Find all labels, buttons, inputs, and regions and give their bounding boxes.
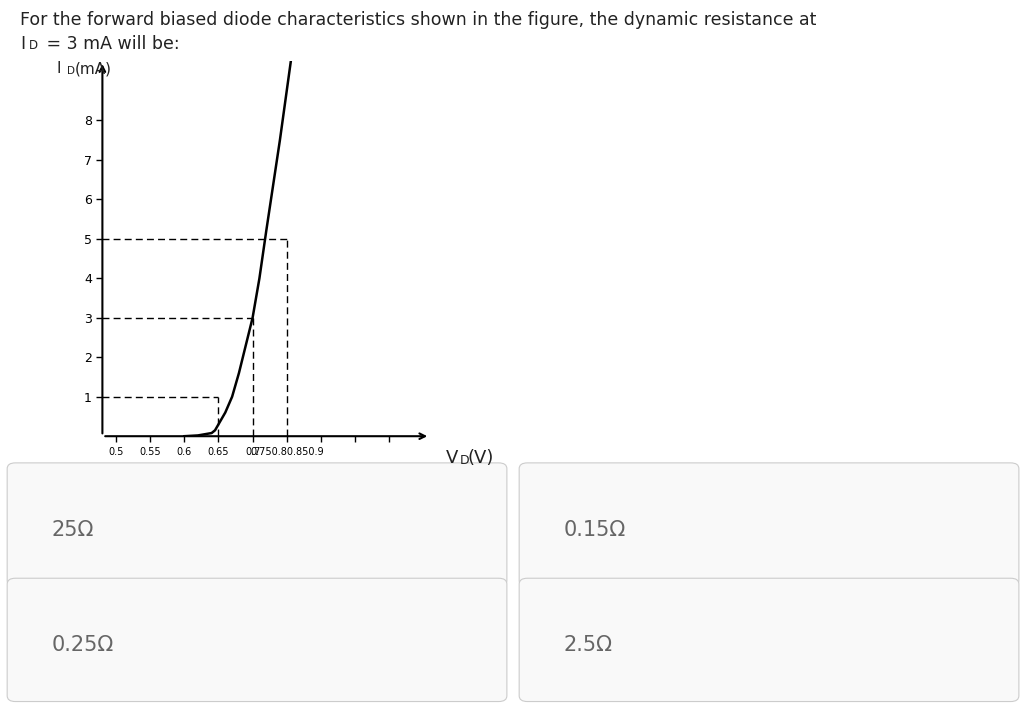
- Text: D: D: [460, 454, 469, 467]
- Text: 2.5Ω: 2.5Ω: [563, 635, 612, 655]
- Text: 0.25Ω: 0.25Ω: [51, 635, 114, 655]
- Text: 0.15Ω: 0.15Ω: [563, 520, 626, 540]
- Text: D: D: [67, 66, 75, 76]
- Text: For the forward biased diode characteristics shown in the figure, the dynamic re: For the forward biased diode characteris…: [20, 11, 817, 29]
- Text: D: D: [29, 39, 38, 52]
- Text: 25Ω: 25Ω: [51, 520, 93, 540]
- Text: (mA): (mA): [75, 61, 112, 76]
- Text: I: I: [56, 61, 60, 76]
- Text: = 3 mA will be:: = 3 mA will be:: [41, 35, 179, 53]
- Text: I: I: [20, 35, 26, 53]
- Text: V: V: [445, 449, 458, 467]
- Text: (V): (V): [468, 449, 495, 467]
